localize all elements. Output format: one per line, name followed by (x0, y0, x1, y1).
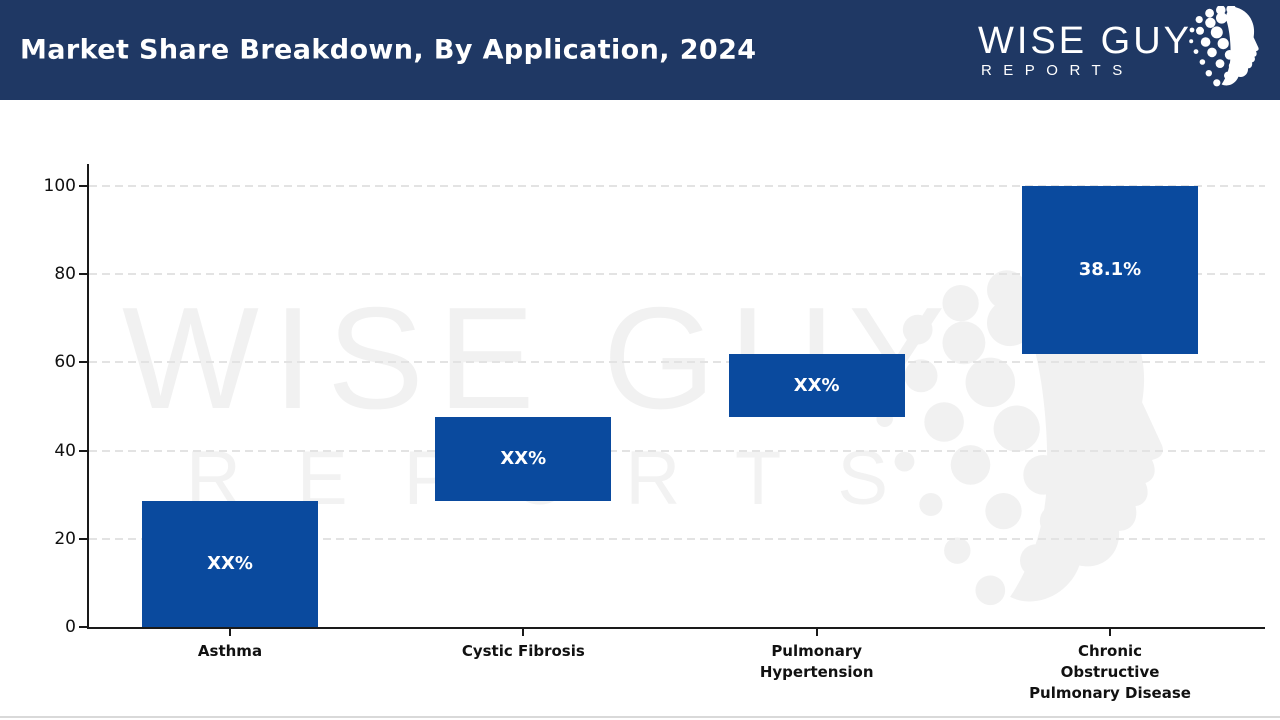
logo-text: WISE GUY REPORTS (978, 21, 1192, 80)
gridline-y20 (89, 537, 1265, 540)
logo-face-icon (1189, 6, 1259, 87)
bar-3 (1022, 186, 1198, 355)
y-tick-60 (79, 361, 87, 364)
gridline-y60 (89, 361, 1265, 364)
gridline-y80 (89, 273, 1265, 276)
header: Market Share Breakdown, By Application, … (0, 0, 1280, 100)
bar-label-1: XX% (500, 448, 547, 470)
category-label-3: Chronic Obstructive Pulmonary Disease (1029, 642, 1191, 702)
bar-0 (142, 500, 318, 627)
y-tick-20 (79, 537, 87, 540)
wiseguy-logo: WISE GUY REPORTS (978, 6, 1266, 94)
y-tick-80 (79, 273, 87, 276)
x-tick-3 (1109, 629, 1111, 636)
x-tick-1 (522, 629, 525, 636)
watermark-face-icon (876, 266, 1163, 606)
bar-label-2: XX% (793, 375, 840, 397)
chart-title: Market Share Breakdown, By Application, … (20, 34, 757, 66)
gridline-y40 (89, 449, 1265, 452)
chart-area: WISE GUY REPORTS 020406080100XX%AsthmaXX… (0, 100, 1280, 716)
bar-label-3: 38.1% (1078, 259, 1142, 280)
x-axis-line (87, 627, 1265, 629)
bar-2 (728, 354, 905, 418)
category-label-1: Cystic Fibrosis (461, 642, 585, 660)
y-tick-40 (79, 449, 87, 452)
y-axis-line (87, 164, 89, 629)
bar-label-0: XX% (207, 552, 253, 574)
y-tick-0 (79, 626, 87, 628)
y-tick-label-100: 100 (43, 176, 76, 196)
y-tick-label-0: 0 (65, 617, 76, 637)
x-tick-2 (815, 629, 818, 636)
y-tick-100 (79, 185, 87, 187)
category-label-2: Pulmonary Hypertension (759, 642, 874, 681)
footer-divider (0, 716, 1280, 718)
y-tick-label-40: 40 (54, 440, 76, 461)
category-label-0: Asthma (197, 642, 263, 660)
y-tick-label-60: 60 (54, 352, 76, 373)
y-tick-label-20: 20 (54, 528, 76, 549)
bar-1 (435, 417, 612, 501)
gridline-y100 (89, 185, 1265, 187)
x-tick-0 (229, 629, 231, 636)
logo-wordmark: WISE GUY (977, 19, 1192, 62)
logo-subtext: REPORTS (980, 61, 1134, 79)
y-tick-label-80: 80 (54, 264, 76, 285)
